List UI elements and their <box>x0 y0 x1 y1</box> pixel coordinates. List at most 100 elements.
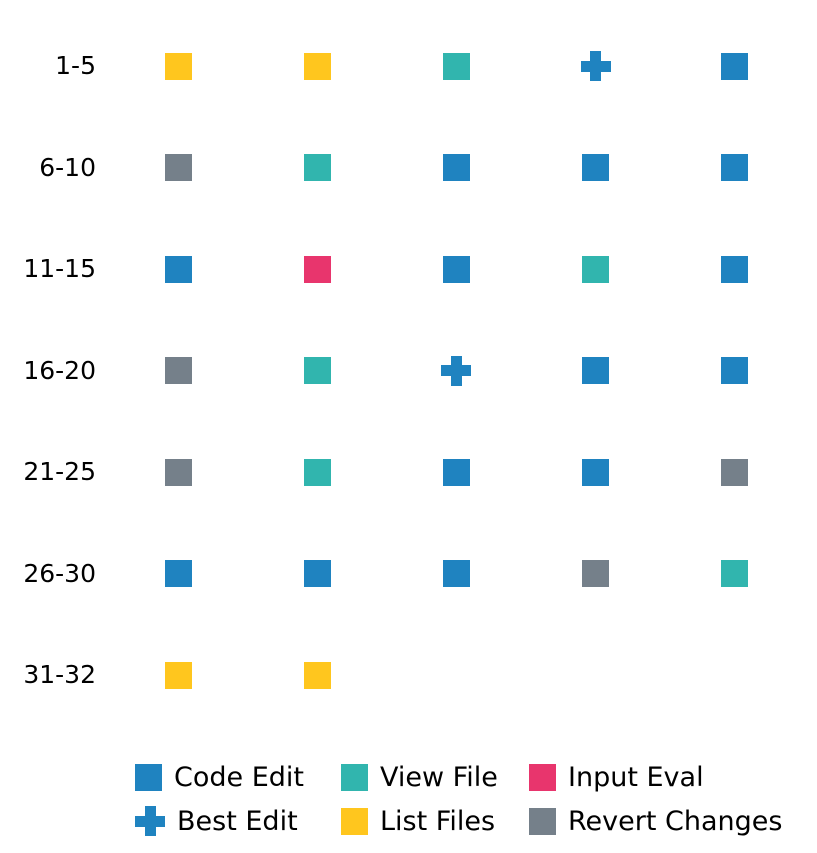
chart-cell <box>297 351 337 391</box>
marker-revert-changes <box>582 560 610 587</box>
row-label-11-15: 11-15 <box>23 254 96 283</box>
legend-entry-revert-changes[interactable]: Revert Changes <box>529 799 782 843</box>
legend-swatch-code-edit <box>135 763 162 791</box>
chart-cell <box>436 46 476 86</box>
chart-cell <box>436 148 476 188</box>
chart-cell <box>436 554 476 594</box>
chart-row: 6-10 <box>0 148 817 188</box>
marker-code-edit <box>721 52 749 80</box>
legend-entry-best-edit[interactable]: Best Edit <box>135 799 298 843</box>
marker-code-edit <box>582 458 610 486</box>
chart-cell <box>297 148 337 188</box>
chart-row: 16-20 <box>0 351 817 391</box>
chart-cell <box>158 554 198 594</box>
legend-swatch-list-files <box>341 807 368 835</box>
legend-entry-input-eval[interactable]: Input Eval <box>529 755 704 799</box>
chart-plot-area: 1-5 6-10 11-15 16-20 21-25 26-30 31-32 <box>0 46 817 695</box>
chart-cell <box>158 452 198 492</box>
chart-row: 1-5 <box>0 46 817 86</box>
marker-input-eval <box>303 255 331 283</box>
row-label-16-20: 16-20 <box>23 355 96 385</box>
marker-revert-changes <box>164 357 192 384</box>
plus-vertical-bar <box>590 51 602 81</box>
legend-entry-code-edit[interactable]: Code Edit <box>135 755 304 799</box>
marker-list-files <box>303 52 331 80</box>
chart-cell <box>158 655 198 695</box>
marker-revert-changes <box>721 458 749 486</box>
marker-best-edit <box>441 355 472 386</box>
chart-cell <box>576 46 616 86</box>
legend-label: Revert Changes <box>568 805 783 837</box>
marker-list-files <box>164 661 192 689</box>
row-label-6-10: 6-10 <box>39 152 96 182</box>
plus-vertical-bar <box>144 806 156 836</box>
chart-cell <box>158 46 198 86</box>
chart-legend: Code Edit View File Input Eval Best Edit Lis… <box>0 745 817 853</box>
chart-cell <box>436 249 476 289</box>
chart-cell <box>576 249 616 289</box>
marker-code-edit <box>164 255 192 283</box>
plus-vertical-bar <box>450 355 462 386</box>
legend-swatch-input-eval <box>529 763 556 791</box>
marker-view-file <box>582 255 610 283</box>
chart-cell <box>297 452 337 492</box>
legend-label: View File <box>380 761 498 793</box>
chart-cell <box>297 249 337 289</box>
chart-row: 11-15 <box>0 249 817 289</box>
marker-code-edit <box>721 357 749 384</box>
legend-entry-view-file[interactable]: View File <box>341 755 498 799</box>
chart-cell <box>158 148 198 188</box>
chart-row: 21-25 <box>0 452 817 492</box>
row-label-26-30: 26-30 <box>23 558 96 588</box>
marker-code-edit <box>442 154 470 181</box>
chart-cell <box>297 554 337 594</box>
legend-swatch-revert-changes <box>529 807 556 835</box>
legend-label: Input Eval <box>568 761 704 793</box>
chart-cell <box>576 554 616 594</box>
chart-cell <box>576 452 616 492</box>
marker-best-edit <box>580 51 611 81</box>
marker-code-edit <box>721 154 749 181</box>
marker-view-file <box>303 154 331 181</box>
row-label-21-25: 21-25 <box>23 457 96 486</box>
marker-list-files <box>164 52 192 80</box>
chart-cell <box>158 351 198 391</box>
marker-list-files <box>303 661 331 689</box>
legend-swatch-view-file <box>341 763 368 791</box>
chart-cell <box>576 351 616 391</box>
chart-cell <box>715 148 755 188</box>
marker-revert-changes <box>164 458 192 486</box>
chart-row: 26-30 <box>0 554 817 594</box>
marker-code-edit <box>582 357 610 384</box>
marker-code-edit <box>303 560 331 587</box>
legend-entry-list-files[interactable]: List Files <box>341 799 495 843</box>
row-label-1-5: 1-5 <box>55 51 96 80</box>
chart-cell <box>576 148 616 188</box>
chart-cell <box>715 249 755 289</box>
chart-cell <box>715 554 755 594</box>
chart-cell <box>158 249 198 289</box>
marker-view-file <box>303 458 331 486</box>
chart-cell <box>297 655 337 695</box>
chart-cell <box>715 351 755 391</box>
marker-code-edit <box>164 560 192 587</box>
chart-cell <box>715 452 755 492</box>
legend-swatch-best-edit <box>135 806 165 836</box>
marker-view-file <box>303 357 331 384</box>
marker-code-edit <box>442 255 470 283</box>
chart-cell <box>436 452 476 492</box>
marker-revert-changes <box>164 154 192 181</box>
marker-view-file <box>721 560 749 587</box>
marker-code-edit <box>442 560 470 587</box>
marker-code-edit <box>442 458 470 486</box>
marker-code-edit <box>582 154 610 181</box>
legend-label: List Files <box>380 805 496 837</box>
chart-cell <box>297 46 337 86</box>
marker-view-file <box>442 52 470 80</box>
row-label-31-32: 31-32 <box>23 660 96 689</box>
chart-cell <box>436 351 476 391</box>
legend-label: Best Edit <box>177 805 298 837</box>
marker-code-edit <box>721 255 749 283</box>
chart-row: 31-32 <box>0 655 817 695</box>
chart-cell <box>715 46 755 86</box>
